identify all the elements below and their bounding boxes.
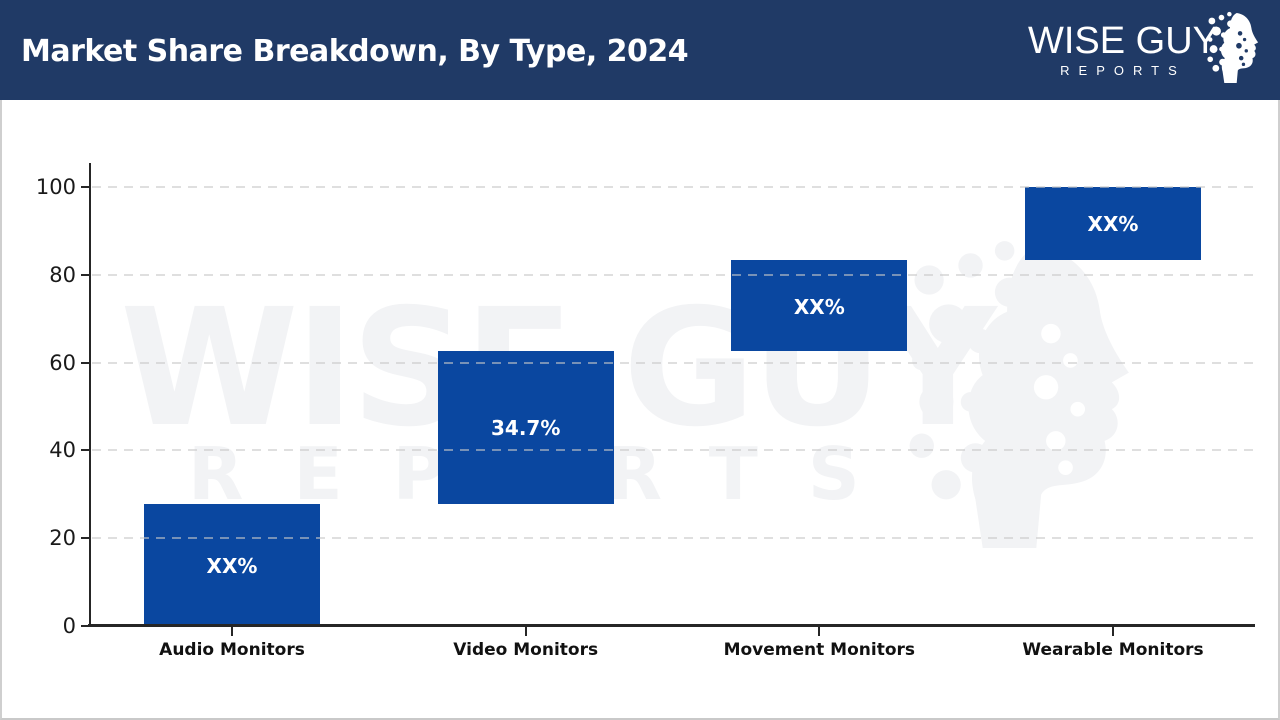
x-tick-label: Wearable Monitors xyxy=(1022,640,1204,660)
y-tick xyxy=(81,186,90,188)
y-tick-label: 20 xyxy=(49,526,76,551)
x-tick xyxy=(524,627,527,636)
logo-wordmark: WISE GUY xyxy=(1027,20,1218,63)
logo-text: WISE GUY REPORTS xyxy=(1027,20,1218,78)
bar-value-label: XX% xyxy=(793,294,845,319)
x-tick-label: Audio Monitors xyxy=(159,640,305,660)
y-tick-label: 100 xyxy=(35,175,76,199)
y-axis-spine xyxy=(89,163,91,627)
gridline xyxy=(92,449,1255,452)
logo-subtitle: REPORTS xyxy=(1060,62,1186,78)
x-tick xyxy=(818,627,821,636)
y-tick xyxy=(81,361,90,364)
gridline xyxy=(92,186,1255,188)
watermark-head-icon xyxy=(895,226,1163,572)
y-tick xyxy=(81,273,90,276)
y-tick xyxy=(81,625,90,627)
x-tick-label: Video Monitors xyxy=(453,640,599,660)
bar xyxy=(437,351,614,504)
y-tick xyxy=(81,449,90,452)
wiseguy-head-logo-icon xyxy=(1204,6,1266,94)
bar-value-label: XX% xyxy=(206,553,258,578)
x-tick xyxy=(231,627,233,636)
bar-value-label: 34.7% xyxy=(490,416,561,441)
header: Market Share Breakdown, By Type, 2024 WI… xyxy=(0,0,1280,100)
gridline xyxy=(92,361,1255,364)
y-tick-label: 80 xyxy=(49,262,76,287)
y-tick-label: 40 xyxy=(49,438,76,463)
x-tick xyxy=(1112,627,1114,636)
bar-value-label: XX% xyxy=(1087,212,1139,237)
bar xyxy=(144,503,320,626)
page-title: Market Share Breakdown, By Type, 2024 xyxy=(21,34,689,69)
gridline xyxy=(92,273,1255,276)
plot-area: 0 20 40 60 80 100 XX% Audio Monitors 34.7% Video … xyxy=(2,100,1278,718)
x-axis-spine xyxy=(88,624,1255,627)
gridline xyxy=(92,537,1255,540)
y-tick xyxy=(81,537,90,540)
y-tick-label: 60 xyxy=(49,350,76,375)
y-tick-label: 0 xyxy=(62,614,76,638)
x-tick-label: Movement Monitors xyxy=(723,640,916,660)
bar xyxy=(1025,187,1201,260)
wise-guy-logo: WISE GUY REPORTS xyxy=(1028,6,1266,94)
